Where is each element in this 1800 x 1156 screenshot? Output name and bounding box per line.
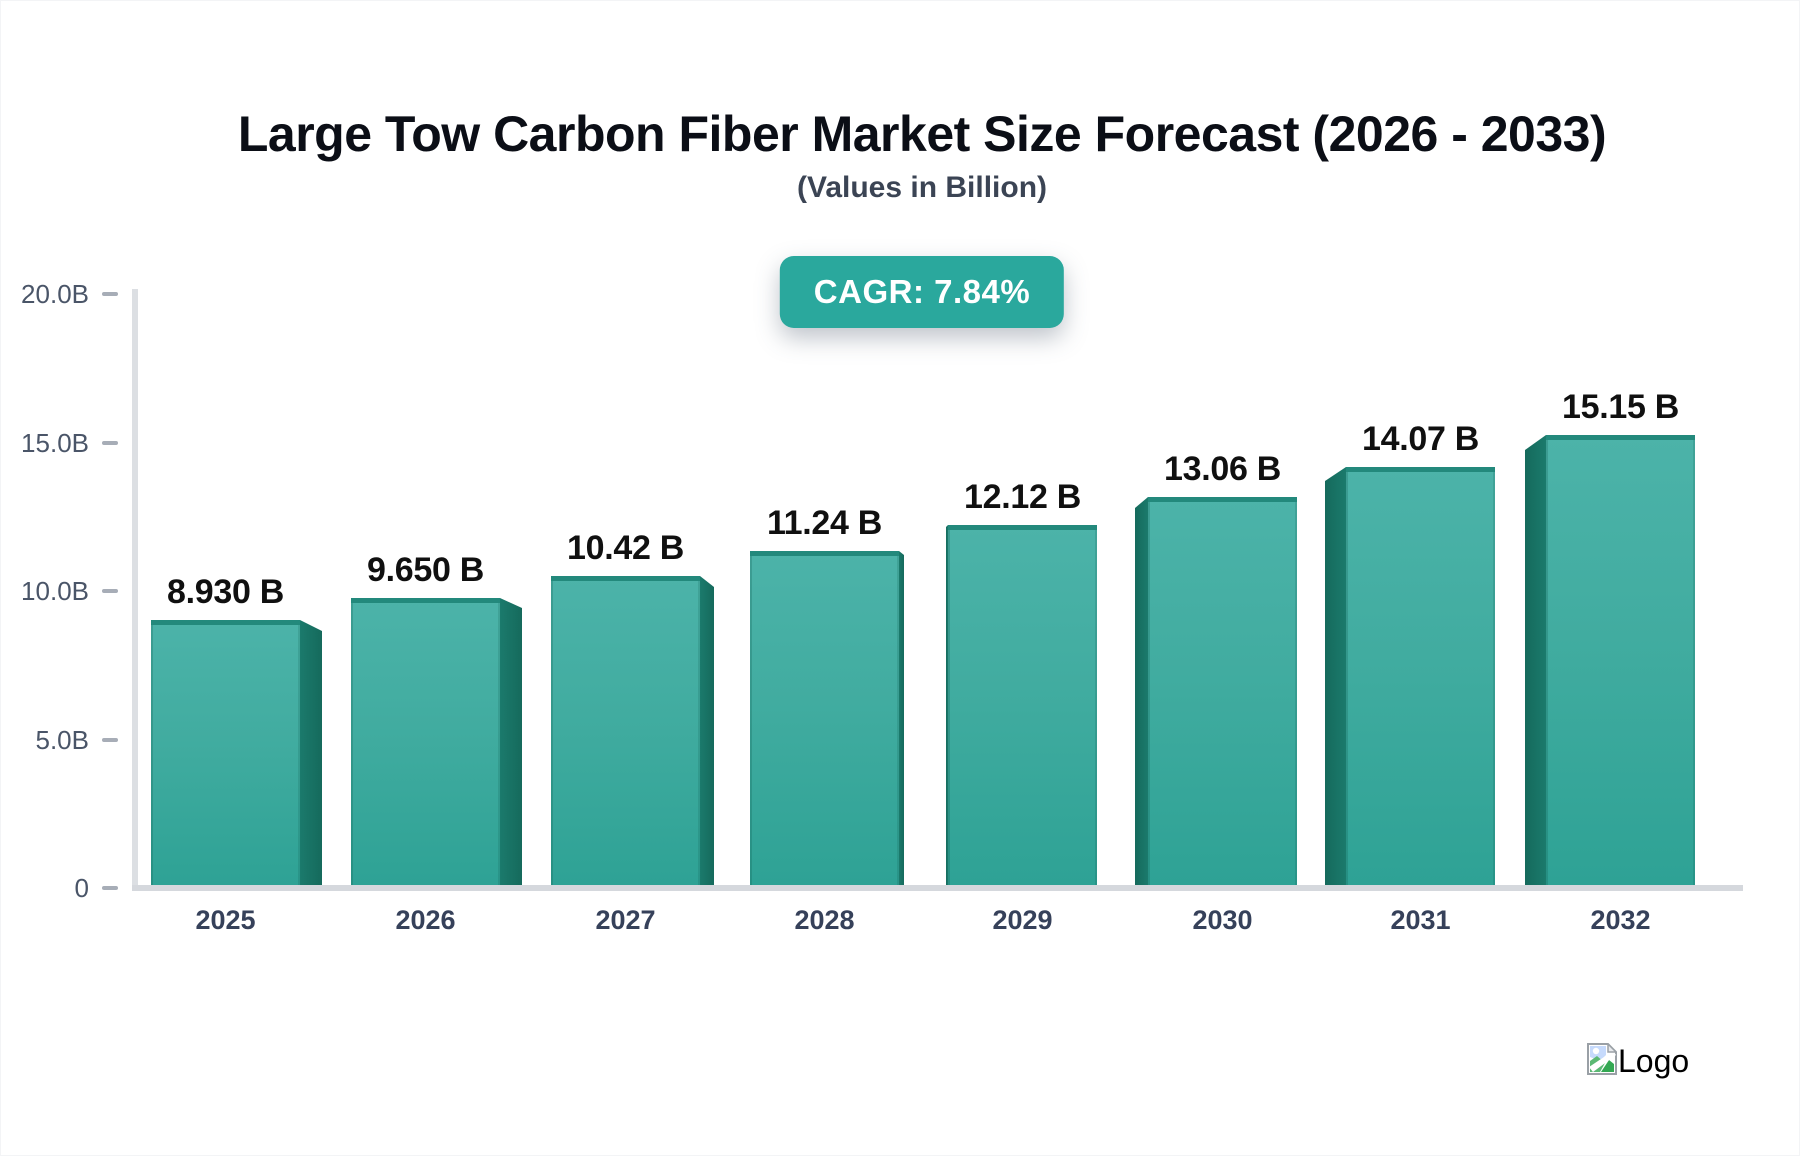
y-tick-mark	[102, 589, 118, 593]
bar-2028[interactable]	[750, 551, 899, 885]
bar-side-face	[946, 525, 948, 885]
bar-value-label: 14.07 B	[1362, 420, 1479, 458]
y-axis-line	[132, 289, 138, 891]
bar-2031[interactable]	[1346, 467, 1495, 885]
y-axis-tick-label: 10.0B	[21, 576, 89, 606]
bar-2026[interactable]	[351, 598, 500, 885]
bar-value-label: 13.06 B	[1164, 450, 1281, 488]
y-axis-tick-label: 0	[74, 873, 89, 903]
broken-image-icon	[1587, 1043, 1617, 1075]
x-axis-line	[132, 885, 1743, 891]
y-tick-mark	[102, 292, 118, 296]
bar-side-face	[700, 576, 714, 885]
x-axis-label-2031: 2031	[1390, 905, 1451, 935]
bar-side-face	[500, 598, 522, 885]
bar-value-label: 10.42 B	[567, 529, 684, 567]
bar-side-face	[300, 620, 322, 885]
x-axis-label-2028: 2028	[794, 905, 855, 935]
x-axis-label-2029: 2029	[992, 905, 1053, 935]
x-axis-label-2032: 2032	[1590, 905, 1651, 935]
chart-title: Large Tow Carbon Fiber Market Size Forec…	[237, 106, 1607, 162]
bar-side-face	[1135, 497, 1148, 885]
bar-side-face	[1325, 467, 1346, 885]
bar-2030[interactable]	[1148, 497, 1297, 885]
bar-2025[interactable]	[151, 620, 300, 885]
bar-value-label: 15.15 B	[1562, 388, 1679, 426]
x-axis-label-2025: 2025	[195, 905, 256, 935]
bar-side-face	[899, 551, 904, 885]
bar-2029[interactable]	[948, 525, 1097, 885]
x-axis-label-2026: 2026	[395, 905, 456, 935]
bar-2032[interactable]	[1546, 435, 1695, 885]
cagr-badge: CAGR: 7.84%	[779, 256, 1065, 328]
logo-alt-text: Logo	[1618, 1043, 1690, 1079]
bar-value-label: 8.930 B	[167, 573, 284, 611]
chart-subtitle: (Values in Billion)	[796, 171, 1048, 204]
bar-value-label: 11.24 B	[766, 504, 883, 542]
y-tick-mark	[102, 738, 118, 742]
y-axis-tick-label: 20.0B	[21, 279, 89, 309]
bar-2027[interactable]	[551, 576, 700, 885]
bar-side-face	[1525, 435, 1546, 885]
y-tick-mark	[102, 886, 118, 890]
y-tick-mark	[102, 441, 118, 445]
y-axis-tick-label: 5.0B	[35, 725, 90, 755]
logo: Logo	[1587, 1041, 1689, 1081]
x-axis-label-2027: 2027	[595, 905, 656, 935]
bar-value-label: 12.12 B	[964, 478, 1081, 516]
x-axis-label-2030: 2030	[1192, 905, 1253, 935]
bar-value-label: 9.650 B	[367, 551, 484, 589]
y-axis-tick-label: 15.0B	[21, 428, 89, 458]
